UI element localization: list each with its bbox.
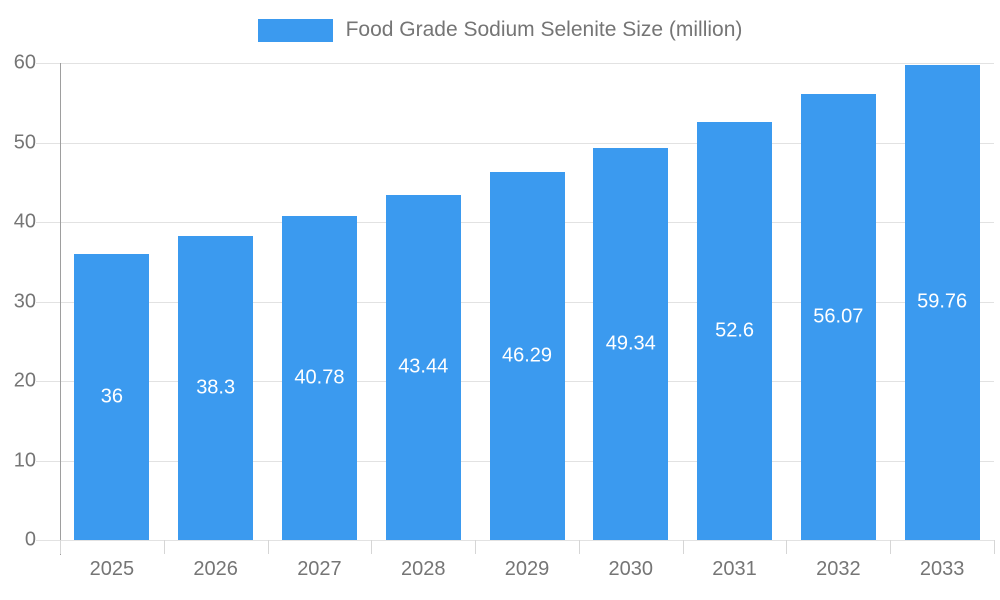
- x-tick-label-2025: 2025: [89, 558, 135, 580]
- x-tick-label-2029: 2029: [504, 558, 550, 580]
- legend[interactable]: Food Grade Sodium Selenite Size (million…: [0, 18, 1000, 42]
- x-axis-tick: [786, 540, 788, 554]
- x-tick-label-2028: 2028: [400, 558, 446, 580]
- legend-label: Food Grade Sodium Selenite Size (million…: [345, 18, 743, 41]
- x-axis-tick: [371, 540, 373, 554]
- plot-area: 36 38.3 40.78 43.44 46.29 49.34 52.6 56.07 59.76…: [14, 52, 995, 580]
- bar-value-label: 38.3: [196, 376, 236, 399]
- y-tick-label: 40: [13, 210, 36, 233]
- x-axis-tick: [60, 540, 61, 554]
- x-tick-label-2032: 2032: [816, 558, 861, 580]
- x-axis-tick: [163, 540, 165, 554]
- gridline-y-50: [36, 142, 994, 144]
- x-tick-label-2027: 2027: [297, 558, 342, 580]
- bar-2025[interactable]: 36: [74, 253, 150, 540]
- x-axis-tick: [994, 540, 995, 554]
- y-axis-line: [60, 63, 61, 555]
- bar-2032[interactable]: 56.07: [800, 94, 876, 540]
- gridline-y-0: [36, 540, 994, 541]
- y-tick-label: 20: [13, 369, 36, 392]
- bar-2028[interactable]: 43.44: [385, 194, 461, 540]
- bar-value-label: 40.78: [294, 366, 345, 389]
- bar-value-label: 52.6: [715, 319, 755, 342]
- gridline-y-60: [36, 63, 994, 64]
- x-axis-tick: [475, 540, 477, 554]
- bar-2031[interactable]: 52.6: [697, 121, 773, 540]
- y-tick-label: 60: [13, 51, 36, 74]
- x-axis-tick: [682, 540, 684, 554]
- x-tick-label-2030: 2030: [608, 558, 654, 580]
- bar-value-label: 36: [100, 385, 123, 408]
- x-axis-tick: [890, 540, 892, 554]
- bar-value-label: 43.44: [398, 355, 449, 378]
- bar-value-label: 59.76: [917, 290, 968, 313]
- bar-2033[interactable]: 59.76: [904, 64, 980, 540]
- bar-2027[interactable]: 40.78: [281, 215, 357, 540]
- bar-value-label: 49.34: [605, 332, 656, 355]
- y-tick-label: 0: [24, 528, 36, 551]
- x-tick-label-2033: 2033: [919, 558, 965, 580]
- bar-2026[interactable]: 38.3: [178, 235, 254, 540]
- x-tick-label-2026: 2026: [193, 558, 238, 580]
- x-tick-label-2031: 2031: [712, 558, 757, 580]
- y-tick-label: 10: [13, 449, 36, 471]
- x-axis-tick: [578, 540, 580, 554]
- bar-value-label: 56.07: [813, 305, 864, 328]
- y-tick-label: 50: [13, 131, 36, 153]
- y-tick-label: 30: [13, 290, 36, 312]
- bar-2029[interactable]: 46.29: [489, 172, 565, 540]
- bar-value-label: 46.29: [501, 344, 553, 367]
- bar-2030[interactable]: 49.34: [593, 147, 669, 540]
- x-axis-tick: [267, 540, 269, 554]
- legend-swatch-icon: [257, 18, 333, 42]
